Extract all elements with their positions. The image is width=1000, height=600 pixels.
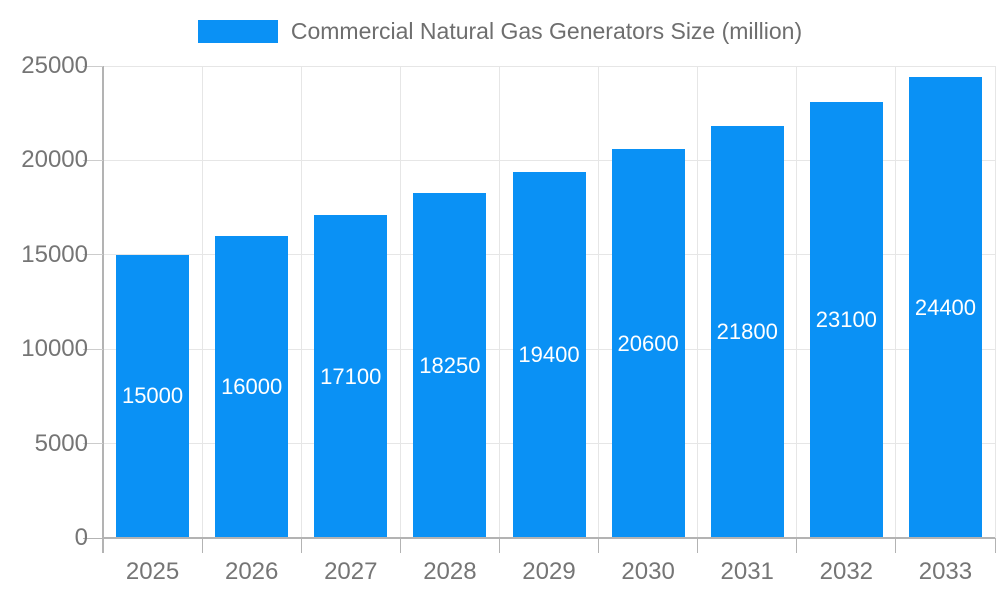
y-tick-mark bbox=[83, 348, 103, 350]
bar-value-label: 21800 bbox=[716, 319, 778, 345]
y-tick-label: 15000 bbox=[21, 240, 88, 268]
x-tick-mark bbox=[498, 538, 500, 553]
vertical-gridline bbox=[895, 66, 897, 538]
x-tick-label-2032: 2032 bbox=[819, 558, 874, 585]
y-tick-label: 0 bbox=[74, 524, 88, 551]
x-tick-label-2025: 2025 bbox=[125, 558, 180, 585]
bar-2029[interactable] bbox=[512, 171, 586, 538]
bar-2027[interactable] bbox=[314, 215, 388, 538]
x-tick-mark bbox=[796, 538, 798, 553]
bar-2026[interactable] bbox=[215, 235, 289, 538]
legend-swatch bbox=[197, 20, 278, 43]
vertical-gridline bbox=[399, 66, 401, 538]
y-tick-label: 25000 bbox=[21, 52, 88, 79]
y-axis-line bbox=[101, 66, 104, 553]
x-tick-label-2026: 2026 bbox=[224, 558, 279, 585]
vertical-gridline bbox=[796, 66, 798, 538]
x-tick-mark bbox=[895, 538, 897, 553]
vertical-gridline bbox=[697, 66, 699, 538]
legend[interactable]: Commercial Natural Gas Generators Size (… bbox=[0, 18, 1000, 45]
y-tick-mark bbox=[83, 159, 103, 161]
bar-value-label: 16000 bbox=[221, 373, 283, 399]
x-tick-label-2029: 2029 bbox=[522, 558, 576, 585]
x-tick-label-2027: 2027 bbox=[324, 558, 378, 585]
vertical-gridline bbox=[498, 66, 500, 538]
bar-2031[interactable] bbox=[710, 126, 784, 538]
bar-2033[interactable] bbox=[908, 77, 982, 538]
horizontal-gridline bbox=[103, 159, 995, 161]
bar-value-label: 18250 bbox=[419, 352, 481, 378]
bar-2032[interactable] bbox=[809, 101, 883, 538]
vertical-gridline bbox=[201, 66, 203, 538]
x-tick-label-2030: 2030 bbox=[621, 558, 675, 585]
x-axis-line bbox=[103, 537, 995, 539]
x-tick-mark bbox=[201, 538, 203, 553]
bar-2025[interactable] bbox=[116, 254, 190, 538]
bar-value-label: 19400 bbox=[518, 341, 580, 367]
bar-value-label: 17100 bbox=[320, 363, 382, 389]
vertical-gridline bbox=[598, 66, 600, 538]
x-tick-mark bbox=[399, 538, 401, 553]
y-tick-mark bbox=[83, 443, 103, 445]
vertical-gridline bbox=[300, 66, 302, 538]
x-tick-mark bbox=[994, 538, 996, 553]
legend-label: Commercial Natural Gas Generators Size (… bbox=[290, 18, 803, 44]
bar-2028[interactable] bbox=[413, 193, 487, 538]
plot-area: 15000 16000 17100 18250 19400 20600 21800 23100… bbox=[103, 65, 996, 538]
y-tick-label: 20000 bbox=[21, 146, 88, 174]
x-tick-label-2028: 2028 bbox=[423, 558, 477, 585]
x-tick-mark bbox=[598, 538, 600, 553]
bar-value-label: 24400 bbox=[914, 294, 977, 320]
y-tick-label: 5000 bbox=[34, 429, 88, 457]
bar-value-label: 20600 bbox=[617, 330, 679, 356]
bar-value-label: 15000 bbox=[121, 383, 184, 409]
y-tick-mark bbox=[83, 65, 103, 67]
x-tick-label-2031: 2031 bbox=[720, 558, 774, 585]
horizontal-gridline bbox=[103, 65, 995, 67]
x-tick-label-2033: 2033 bbox=[918, 558, 973, 585]
x-tick-mark bbox=[697, 538, 699, 553]
x-tick-mark bbox=[102, 538, 104, 553]
bar-value-label: 23100 bbox=[815, 306, 877, 332]
bar-2030[interactable] bbox=[611, 149, 685, 538]
x-tick-mark bbox=[300, 538, 302, 553]
y-tick-mark bbox=[83, 254, 103, 256]
y-tick-label: 10000 bbox=[21, 335, 88, 363]
y-tick-mark bbox=[83, 537, 103, 539]
vertical-gridline bbox=[994, 66, 996, 538]
